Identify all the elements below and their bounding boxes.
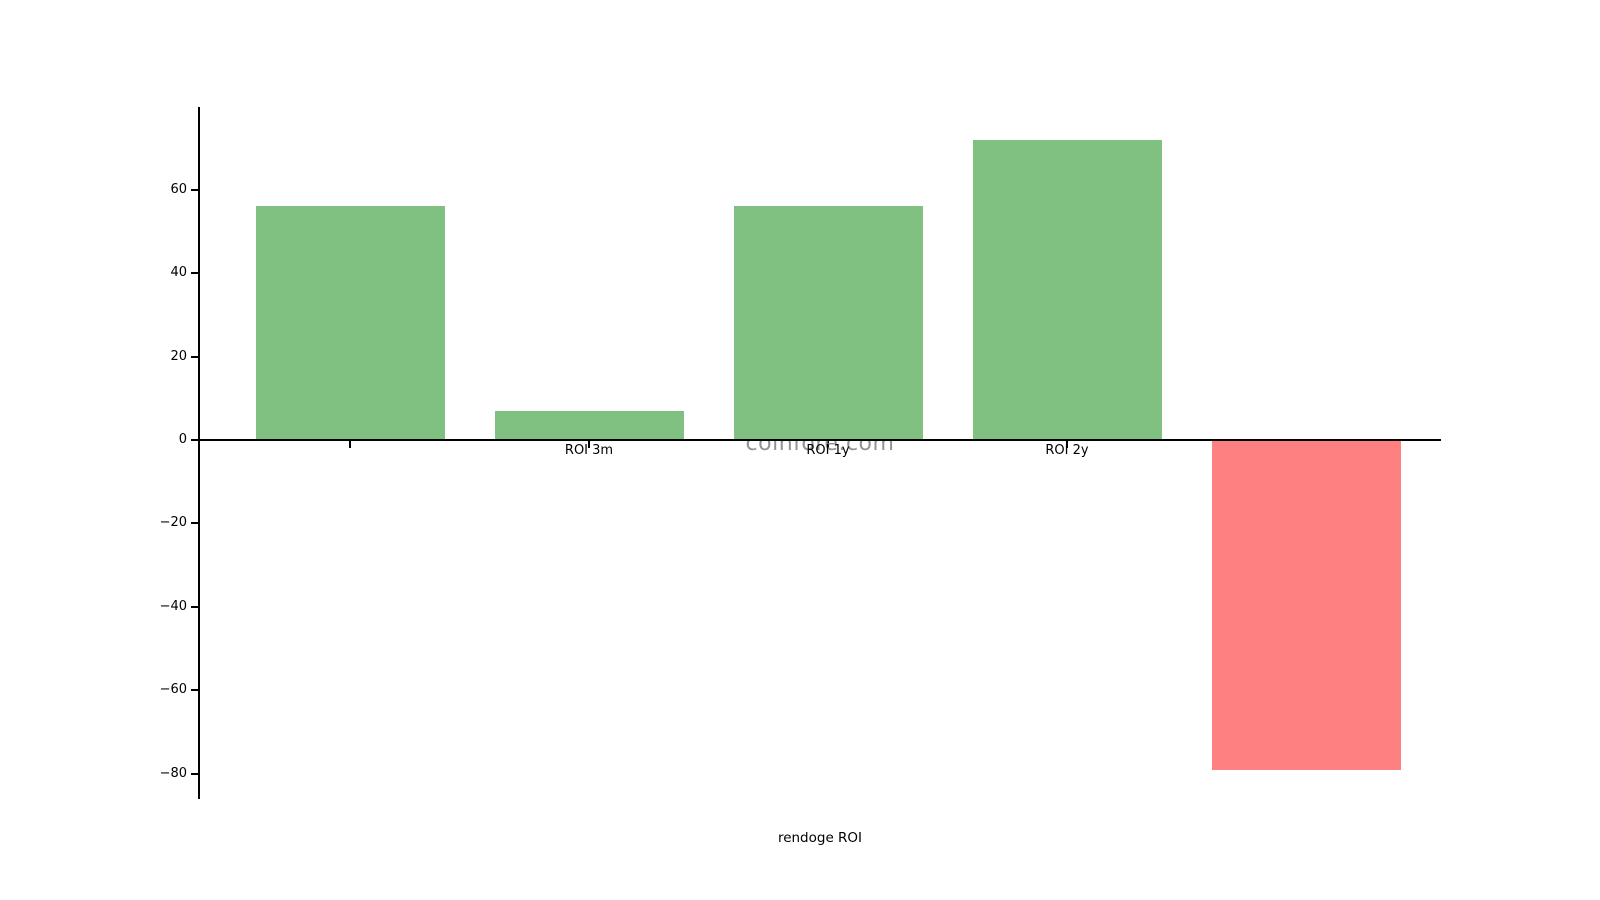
y-tick-mark-0 bbox=[191, 439, 198, 441]
x-tick-mark-1 bbox=[588, 441, 590, 448]
bar-0 bbox=[255, 206, 445, 440]
y-axis-spine bbox=[198, 107, 200, 799]
x-tick-label-roi-1y: ROI 1y bbox=[806, 443, 850, 458]
y-tick-mark--40 bbox=[191, 605, 198, 608]
y-tick-label--80: −80 bbox=[159, 765, 187, 781]
y-tick-label-20: 20 bbox=[170, 348, 187, 364]
y-tick-label--60: −60 bbox=[159, 682, 187, 698]
x-tick-mark-2 bbox=[827, 441, 829, 448]
chart-title: rendoge ROI bbox=[777, 830, 863, 846]
y-tick-mark-60 bbox=[191, 188, 198, 191]
x-tick-label-roi-3m: ROI 3m bbox=[564, 443, 614, 458]
y-tick-mark--60 bbox=[191, 689, 198, 692]
y-tick-mark-40 bbox=[191, 272, 198, 275]
bar-roi-3m bbox=[494, 410, 684, 440]
x-axis-zero-line bbox=[199, 439, 1441, 441]
y-tick-label--40: −40 bbox=[159, 598, 187, 614]
y-tick-label-0: 0 bbox=[178, 432, 187, 447]
bar-roi-2y bbox=[972, 139, 1162, 440]
y-tick-label-40: 40 bbox=[170, 265, 187, 281]
bar-4 bbox=[1211, 441, 1401, 771]
x-tick-mark-3 bbox=[1066, 441, 1068, 448]
y-tick-mark--20 bbox=[191, 522, 198, 525]
x-tick-label-roi-2y: ROI 2y bbox=[1045, 443, 1089, 458]
y-tick-label--20: −20 bbox=[159, 515, 187, 531]
bar-roi-1y bbox=[733, 206, 923, 440]
x-tick-mark-0 bbox=[349, 441, 351, 448]
y-tick-label-60: 60 bbox=[170, 181, 187, 197]
y-tick-mark-20 bbox=[191, 355, 198, 358]
y-tick-mark--80 bbox=[191, 772, 198, 775]
